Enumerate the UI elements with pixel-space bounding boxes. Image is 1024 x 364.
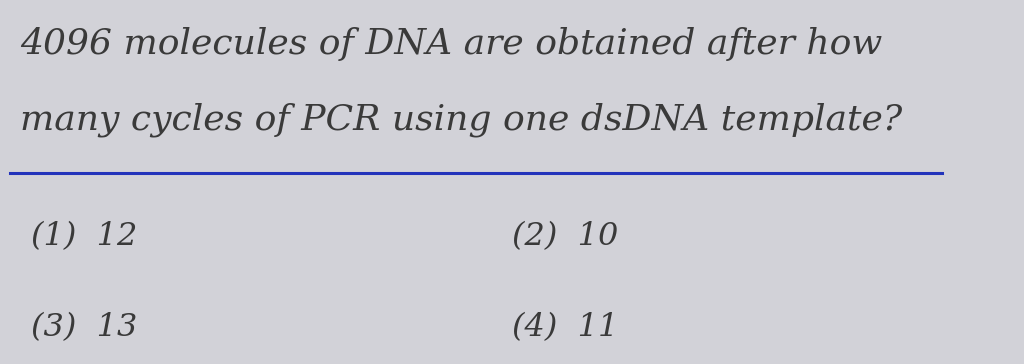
Text: many cycles of PCR using one dsDNA template?: many cycles of PCR using one dsDNA templ…	[20, 103, 903, 137]
Text: 4096 molecules of DNA are obtained after how: 4096 molecules of DNA are obtained after…	[20, 27, 883, 61]
Text: (2)  10: (2) 10	[512, 221, 618, 252]
Text: (4)  11: (4) 11	[512, 312, 618, 343]
Text: (3)  13: (3) 13	[31, 312, 137, 343]
Text: (1)  12: (1) 12	[31, 221, 137, 252]
